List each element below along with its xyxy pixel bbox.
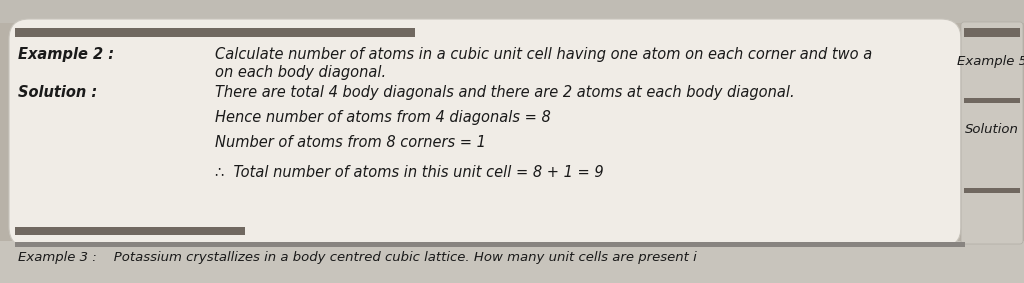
Text: Solution: Solution bbox=[965, 123, 1019, 136]
Bar bbox=[15, 242, 965, 247]
Bar bbox=[15, 227, 245, 235]
FancyBboxPatch shape bbox=[9, 19, 961, 247]
Bar bbox=[0, 0, 1024, 23]
Text: Calculate number of atoms in a cubic unit cell having one atom on each corner an: Calculate number of atoms in a cubic uni… bbox=[215, 47, 872, 62]
Bar bbox=[15, 28, 415, 37]
Bar bbox=[964, 188, 1020, 193]
Text: Number of atoms from 8 corners = 1: Number of atoms from 8 corners = 1 bbox=[215, 135, 485, 150]
Text: There are total 4 body diagonals and there are 2 atoms at each body diagonal.: There are total 4 body diagonals and the… bbox=[215, 85, 795, 100]
Text: on each body diagonal.: on each body diagonal. bbox=[215, 65, 386, 80]
Text: Example 5: Example 5 bbox=[957, 55, 1024, 68]
Bar bbox=[0, 241, 1024, 283]
Text: Hence number of atoms from 4 diagonals = 8: Hence number of atoms from 4 diagonals =… bbox=[215, 110, 551, 125]
FancyBboxPatch shape bbox=[961, 22, 1023, 244]
Text: Solution :: Solution : bbox=[18, 85, 97, 100]
Text: Example 2 :: Example 2 : bbox=[18, 47, 114, 62]
Bar bbox=[964, 98, 1020, 103]
Text: Example 3 :    Potassium crystallizes in a body centred cubic lattice. How many : Example 3 : Potassium crystallizes in a … bbox=[18, 251, 696, 264]
Text: ∴  Total number of atoms in this unit cell = 8 + 1 = 9: ∴ Total number of atoms in this unit cel… bbox=[215, 165, 603, 180]
Bar bbox=[964, 28, 1020, 37]
